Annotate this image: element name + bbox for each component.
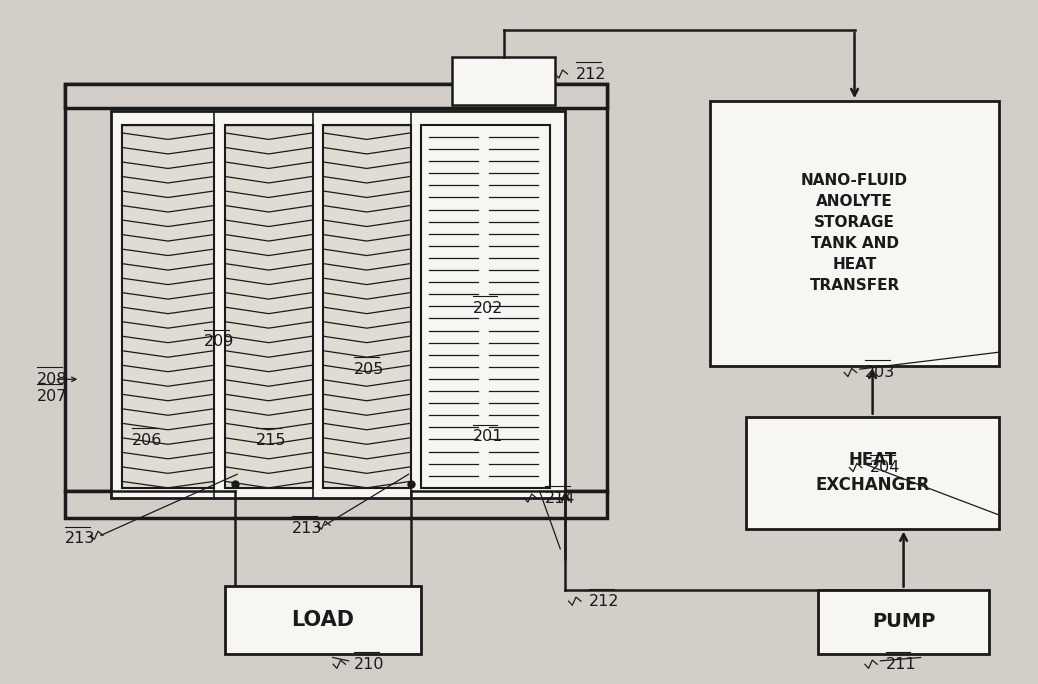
Text: NANO-FLUID
ANOLYTE
STORAGE
TANK AND
HEAT
TRANSFER: NANO-FLUID ANOLYTE STORAGE TANK AND HEAT…: [801, 174, 908, 293]
Bar: [111, 111, 566, 498]
Text: 209: 209: [204, 334, 235, 350]
Text: 205: 205: [354, 362, 384, 377]
Text: 214: 214: [545, 490, 575, 505]
Text: 206: 206: [132, 433, 162, 448]
Bar: [323, 125, 411, 488]
Text: 212: 212: [590, 594, 620, 609]
Text: HEAT
EXCHANGER: HEAT EXCHANGER: [816, 451, 930, 494]
Text: 207: 207: [36, 389, 67, 404]
Bar: [64, 84, 607, 491]
Text: 208: 208: [36, 372, 67, 387]
Bar: [818, 590, 989, 654]
Text: 213: 213: [292, 521, 322, 536]
Bar: [421, 125, 550, 488]
Text: 204: 204: [870, 460, 900, 475]
Text: 203: 203: [865, 365, 895, 380]
Text: 201: 201: [472, 430, 503, 445]
Text: 210: 210: [354, 657, 384, 672]
Text: 212: 212: [576, 66, 606, 81]
Bar: [225, 125, 312, 488]
Bar: [452, 57, 555, 105]
Bar: [121, 125, 215, 488]
Bar: [64, 84, 607, 108]
Text: PUMP: PUMP: [872, 612, 935, 631]
Bar: [746, 417, 1000, 529]
Text: 211: 211: [885, 657, 917, 672]
Text: LOAD: LOAD: [292, 610, 354, 630]
Bar: [710, 101, 1000, 366]
Text: 202: 202: [472, 300, 503, 315]
Bar: [64, 491, 607, 518]
Text: 215: 215: [255, 433, 286, 448]
Bar: [225, 586, 421, 654]
Text: 213: 213: [64, 531, 95, 547]
